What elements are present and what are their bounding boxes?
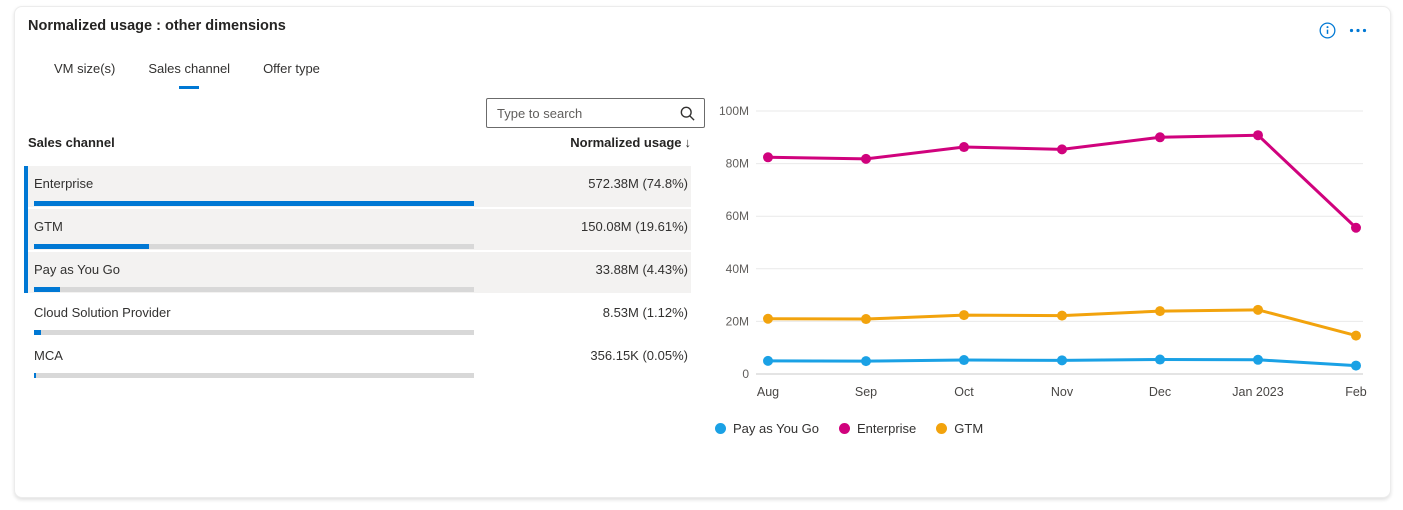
- card-header-icons: [1319, 22, 1367, 39]
- x-axis-tick-label: Nov: [1051, 385, 1074, 399]
- y-axis-tick-label: 0: [742, 367, 749, 381]
- data-point[interactable]: [763, 152, 773, 163]
- sales-channel-table: Enterprise 572.38M (74.8%) GTM 150.08M (19.…: [24, 166, 691, 381]
- data-point[interactable]: [1155, 306, 1165, 317]
- tab-vm-size-s[interactable]: VM size(s): [51, 59, 118, 89]
- tab-label: Sales channel: [148, 61, 231, 76]
- legend-item-pay-as-you-go[interactable]: Pay as You Go: [715, 421, 819, 436]
- x-axis-tick-label: Jan 2023: [1232, 385, 1283, 399]
- more-options-icon[interactable]: [1349, 28, 1367, 33]
- legend-item-enterprise[interactable]: Enterprise: [839, 421, 916, 436]
- search-box: [486, 98, 705, 128]
- tab-sales-channel[interactable]: Sales channel: [145, 59, 233, 89]
- y-axis-tick-label: 60M: [726, 209, 749, 223]
- usage-bar-track: [34, 201, 474, 206]
- data-point[interactable]: [1057, 144, 1067, 155]
- row-label: Pay as You Go: [34, 262, 121, 277]
- usage-bar-fill: [34, 373, 36, 378]
- legend-label: GTM: [954, 421, 984, 436]
- legend-label: Enterprise: [857, 421, 917, 436]
- data-point[interactable]: [861, 153, 871, 164]
- row-value: 33.88M (4.43%): [595, 262, 689, 277]
- y-axis-tick-label: 40M: [726, 262, 749, 276]
- column-header-sales-channel: Sales channel: [28, 135, 115, 150]
- usage-bar-track: [34, 330, 474, 335]
- data-point[interactable]: [959, 310, 969, 321]
- selected-rows-group: Enterprise 572.38M (74.8%) GTM 150.08M (19.…: [24, 166, 691, 293]
- data-point[interactable]: [1351, 222, 1361, 233]
- table-header: Sales channel Normalized usage ↓: [28, 135, 691, 150]
- legend-dot-icon: [936, 423, 948, 434]
- legend-label: Pay as You Go: [733, 421, 820, 436]
- data-point[interactable]: [1057, 355, 1067, 366]
- usage-bar-fill: [34, 244, 150, 249]
- data-point[interactable]: [1155, 132, 1165, 143]
- row-label: Enterprise: [34, 176, 94, 191]
- tab-bar: VM size(s) Sales channel Offer type: [51, 59, 323, 89]
- data-point[interactable]: [763, 313, 773, 324]
- data-point[interactable]: [1155, 354, 1165, 365]
- usage-bar-fill: [34, 287, 60, 292]
- x-axis-tick-label: Aug: [757, 385, 779, 399]
- usage-line-chart: 0 20M 40M 60M 80M 100M Aug Sep Oct Nov Dec Jan 2023…: [711, 96, 1391, 421]
- usage-bar-track: [34, 244, 474, 249]
- legend-dot-icon: [715, 423, 726, 434]
- column-header-normalized-usage[interactable]: Normalized usage ↓: [570, 135, 691, 150]
- usage-bar-fill: [34, 330, 41, 335]
- x-axis-tick-label: Oct: [954, 385, 974, 399]
- active-tab-underline: [179, 86, 200, 89]
- tab-offer-type[interactable]: Offer type: [260, 59, 323, 89]
- normalized-usage-card: Normalized usage : other dimensions VM s…: [14, 6, 1391, 498]
- y-axis-tick-label: 20M: [726, 314, 749, 328]
- search-icon[interactable]: [679, 105, 696, 122]
- tab-label: Offer type: [263, 61, 320, 76]
- data-point[interactable]: [959, 355, 969, 366]
- data-point[interactable]: [1351, 360, 1361, 371]
- usage-bar-track: [34, 287, 474, 292]
- usage-bar-fill: [34, 201, 474, 206]
- table-row[interactable]: MCA 356.15K (0.05%): [28, 338, 691, 379]
- page-title: Normalized usage : other dimensions: [28, 18, 286, 34]
- data-point[interactable]: [861, 356, 871, 367]
- x-axis-tick-label: Dec: [1149, 385, 1171, 399]
- data-point[interactable]: [959, 142, 969, 153]
- x-axis-tick-label: Sep: [855, 385, 877, 399]
- table-row[interactable]: GTM 150.08M (19.61%): [28, 209, 691, 250]
- chart-legend: Pay as You Go Enterprise GTM: [715, 421, 983, 436]
- sort-descending-icon: ↓: [684, 135, 692, 150]
- x-axis-tick-label: Feb: [1345, 385, 1367, 399]
- table-row[interactable]: Enterprise 572.38M (74.8%): [28, 166, 691, 207]
- y-axis-tick-label: 80M: [726, 157, 749, 171]
- data-point[interactable]: [1253, 304, 1263, 315]
- data-point[interactable]: [1253, 130, 1263, 141]
- legend-item-gtm[interactable]: GTM: [936, 421, 983, 436]
- info-icon[interactable]: [1319, 22, 1336, 39]
- row-value: 8.53M (1.12%): [602, 305, 688, 320]
- row-label: Cloud Solution Provider: [34, 305, 171, 320]
- data-point[interactable]: [763, 355, 773, 366]
- tab-label: VM size(s): [54, 61, 116, 76]
- row-label: GTM: [34, 219, 63, 234]
- usage-bar-track: [34, 373, 474, 378]
- data-point[interactable]: [1253, 354, 1263, 365]
- data-point[interactable]: [1351, 330, 1361, 341]
- row-value: 356.15K (0.05%): [590, 348, 688, 363]
- search-input[interactable]: [487, 99, 679, 127]
- row-label: MCA: [34, 348, 63, 363]
- legend-dot-icon: [839, 423, 851, 434]
- table-row[interactable]: Pay as You Go 33.88M (4.43%): [28, 252, 691, 293]
- row-value: 572.38M (74.8%): [588, 176, 688, 191]
- data-point[interactable]: [1057, 310, 1067, 321]
- data-point[interactable]: [861, 314, 871, 325]
- table-row[interactable]: Cloud Solution Provider 8.53M (1.12%): [28, 295, 691, 336]
- y-axis-tick-label: 100M: [719, 104, 749, 118]
- row-value: 150.08M (19.61%): [581, 219, 688, 234]
